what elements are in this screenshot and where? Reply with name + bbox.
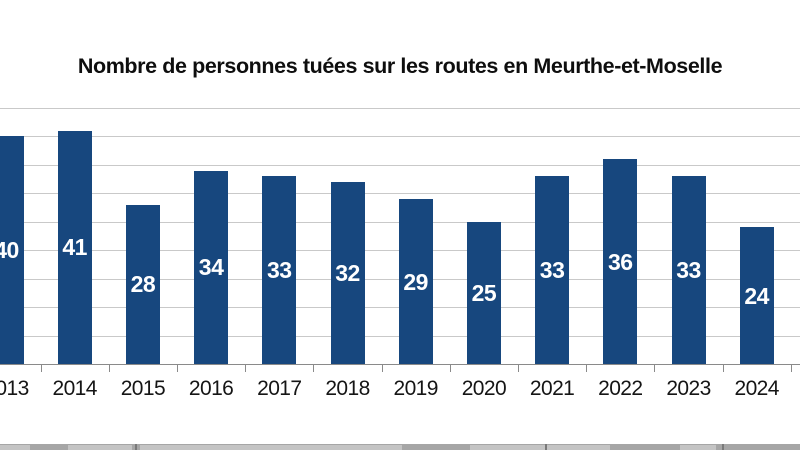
axis-tick <box>722 365 724 372</box>
spreadsheet-cell-fragment <box>0 445 30 450</box>
spreadsheet-cell-fragment <box>68 445 132 450</box>
spreadsheet-cell-separator <box>722 444 724 450</box>
x-axis-label-2017: 2017 <box>257 377 302 400</box>
bar-value-label-2018: 32 <box>335 259 360 286</box>
bar-value-label-2022: 36 <box>608 248 633 275</box>
bar-value-label-2019: 29 <box>403 268 428 295</box>
spreadsheet-cell-separator <box>135 444 137 450</box>
bar-2017 <box>262 176 297 364</box>
spreadsheet-cell-fragment <box>680 445 716 450</box>
axis-tick <box>518 365 519 372</box>
bar-value-label-2021: 33 <box>539 257 565 284</box>
gridline <box>0 164 800 166</box>
x-axis-label-2019: 2019 <box>393 377 439 400</box>
gridline <box>0 108 800 109</box>
gridline <box>0 136 800 138</box>
bar-value-label-2014: 41 <box>62 234 87 261</box>
axis-tick <box>177 365 178 372</box>
x-axis-label-2015: 2015 <box>120 377 166 400</box>
bar-value-label-2013: 40 <box>0 237 19 264</box>
bar-2020 <box>466 221 501 364</box>
bar-value-label-2023: 33 <box>676 257 701 284</box>
x-axis-label-2021: 2021 <box>529 377 575 400</box>
bar-2014 <box>57 130 92 364</box>
axis-tick <box>790 365 792 372</box>
bar-2018 <box>330 181 365 364</box>
bar-value-label-2024: 24 <box>744 282 769 309</box>
bar-value-label-2016: 34 <box>198 254 224 281</box>
bar-2023 <box>671 176 706 364</box>
bar-2022 <box>603 159 638 364</box>
axis-tick <box>245 365 247 372</box>
axis-tick <box>313 365 315 372</box>
axis-tick <box>108 365 110 372</box>
bar-value-label-2015: 28 <box>130 271 156 298</box>
gridline <box>0 193 800 195</box>
bar-2016 <box>194 170 229 364</box>
axis-tick <box>449 365 451 372</box>
x-axis-label-2016: 2016 <box>188 377 234 400</box>
x-axis-label-2020: 2020 <box>461 377 507 400</box>
axis-tick <box>381 365 383 372</box>
axis-tick <box>40 365 42 372</box>
x-axis-line <box>0 364 800 365</box>
x-axis-label-2024: 2024 <box>734 377 780 400</box>
chart-title: Nombre de personnes tuées sur les routes… <box>77 54 723 78</box>
bar-value-label-2017: 33 <box>267 257 292 284</box>
spreadsheet-cell-separator <box>545 444 547 450</box>
bar-2019 <box>398 199 433 364</box>
x-axis-label-2014: 2014 <box>52 377 98 400</box>
axis-tick <box>654 365 656 372</box>
spreadsheet-row-fragment <box>0 444 800 450</box>
bar-2015 <box>125 204 160 364</box>
x-axis-label-2022: 2022 <box>598 377 643 400</box>
x-axis-label-2023: 2023 <box>666 377 711 400</box>
bar-2024 <box>739 227 774 364</box>
x-axis-label-2013: 2013 <box>0 377 29 400</box>
spreadsheet-cell-fragment <box>140 445 402 450</box>
x-axis-label-2018: 2018 <box>325 377 370 400</box>
spreadsheet-cell-fragment <box>470 445 610 450</box>
bar-2013 <box>0 136 24 364</box>
bar-value-label-2020: 25 <box>471 279 497 306</box>
axis-tick <box>586 365 588 372</box>
bar-2021 <box>535 176 570 364</box>
